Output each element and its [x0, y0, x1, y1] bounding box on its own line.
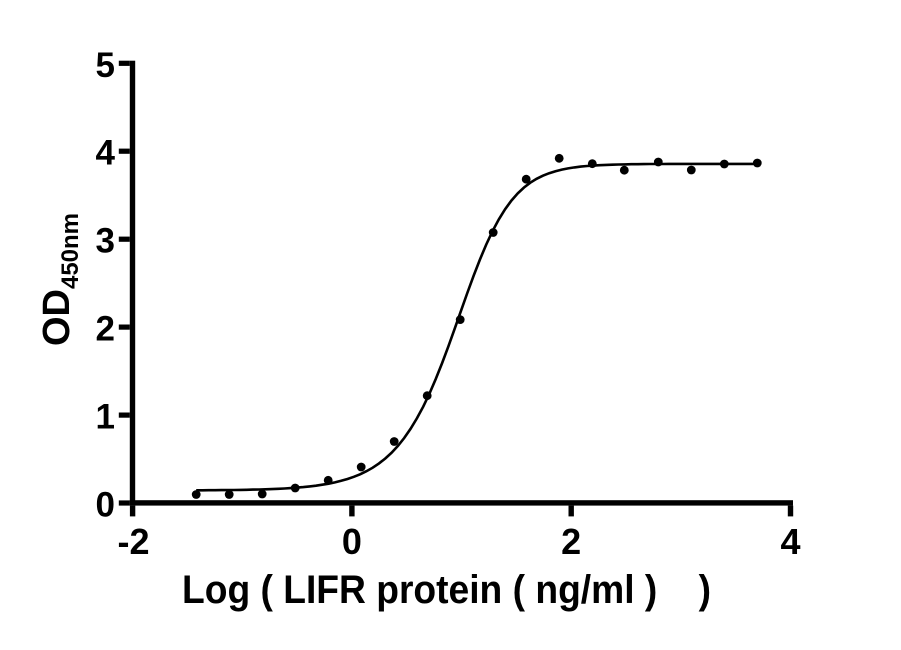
svg-text:1: 1 — [96, 398, 115, 437]
svg-text:3: 3 — [96, 222, 115, 261]
svg-text:Log ( LIFR protein ( ng/ml ): Log ( LIFR protein ( ng/ml ) ) — [182, 568, 711, 612]
svg-text:2: 2 — [96, 310, 115, 349]
svg-text:4: 4 — [96, 134, 116, 173]
svg-text:4: 4 — [780, 521, 800, 562]
svg-text:0: 0 — [96, 486, 115, 525]
svg-text:0: 0 — [342, 521, 362, 562]
svg-text:OD450nm: OD450nm — [36, 213, 84, 346]
svg-text:2: 2 — [561, 521, 581, 562]
svg-text:5: 5 — [96, 46, 115, 85]
svg-text:-2: -2 — [117, 521, 149, 562]
